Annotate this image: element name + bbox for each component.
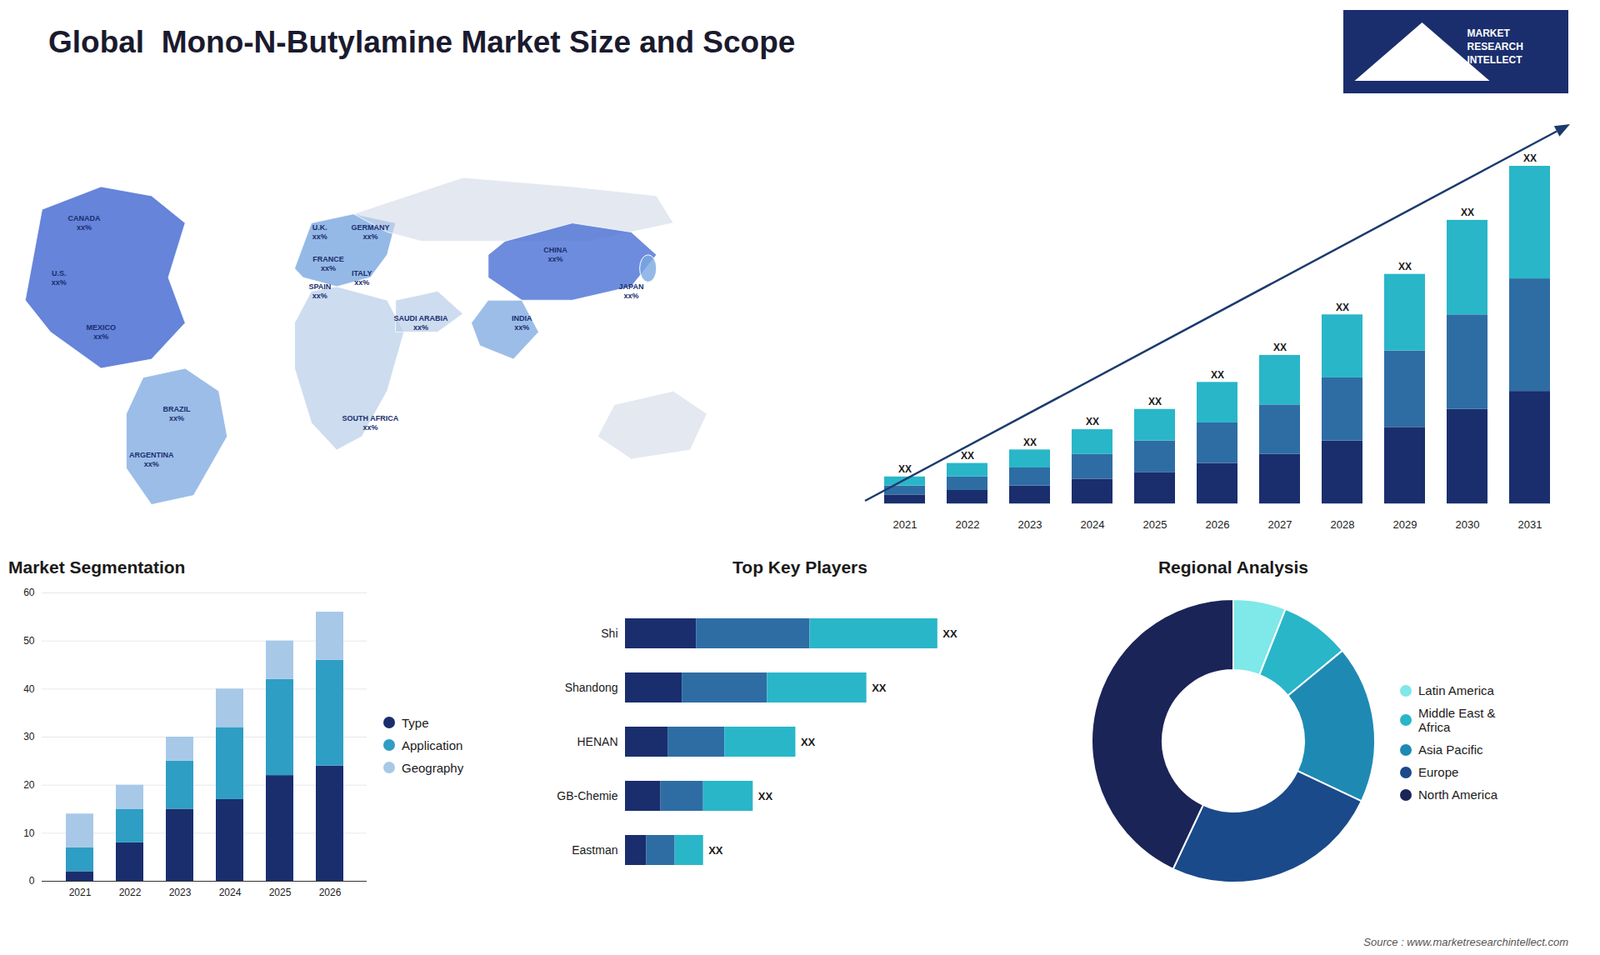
svg-text:Shandong: Shandong xyxy=(565,680,619,695)
svg-text:10: 10 xyxy=(23,827,35,840)
svg-text:MEXICOxx%: MEXICOxx% xyxy=(85,323,116,341)
svg-text:2021: 2021 xyxy=(893,518,918,531)
svg-text:2023: 2023 xyxy=(1018,518,1043,531)
svg-text:2029: 2029 xyxy=(1393,518,1418,531)
svg-text:XX: XX xyxy=(1398,260,1412,273)
svg-text:2026: 2026 xyxy=(319,886,342,899)
html-text:Source : www.marketresearchint: Source : www.marketresearchintellect.com xyxy=(1363,935,1569,949)
svg-text:XX: XX xyxy=(1023,436,1037,449)
svg-text:XX: XX xyxy=(708,844,724,857)
svg-text:CANADAxx%: CANADAxx% xyxy=(68,214,101,232)
svg-text:2024: 2024 xyxy=(1080,518,1105,531)
svg-text:ITALYxx%: ITALYxx% xyxy=(351,269,373,287)
svg-text:30: 30 xyxy=(23,730,35,743)
svg-text:2031: 2031 xyxy=(1518,518,1543,531)
svg-text:Eastman: Eastman xyxy=(571,843,618,857)
svg-text:50: 50 xyxy=(23,635,35,647)
svg-text:MARKETRESEARCHINTELLECT: MARKETRESEARCHINTELLECT xyxy=(1467,27,1524,66)
svg-text:SPAINxx%: SPAINxx% xyxy=(308,282,331,300)
svg-text:Shi: Shi xyxy=(600,626,618,640)
svg-text:SOUTH AFRICAxx%: SOUTH AFRICAxx% xyxy=(342,414,400,432)
svg-text:0: 0 xyxy=(29,875,35,887)
svg-text:2030: 2030 xyxy=(1455,518,1480,531)
svg-text:XX: XX xyxy=(758,790,774,803)
svg-text:2025: 2025 xyxy=(269,886,292,899)
svg-text:2025: 2025 xyxy=(1143,518,1168,531)
svg-text:GB-Chemie: GB-Chemie xyxy=(556,789,618,803)
svg-text:U.K.xx%: U.K.xx% xyxy=(312,223,328,241)
html-text:Top Key Players: Top Key Players xyxy=(732,557,868,577)
svg-text:INDIAxx%: INDIAxx% xyxy=(511,314,533,332)
svg-text:SAUDI ARABIAxx%: SAUDI ARABIAxx% xyxy=(393,314,449,332)
html-text:Geography: Geography xyxy=(401,760,464,775)
svg-text:XX: XX xyxy=(871,681,887,695)
html-text:Europe: Europe xyxy=(1418,765,1459,780)
svg-text:XX: XX xyxy=(898,463,912,475)
svg-text:2022: 2022 xyxy=(955,518,980,531)
svg-text:GERMANYxx%: GERMANYxx% xyxy=(350,223,390,241)
svg-text:2028: 2028 xyxy=(1330,518,1355,531)
svg-text:XX: XX xyxy=(1273,341,1287,354)
svg-text:20: 20 xyxy=(23,779,35,791)
svg-text:XX: XX xyxy=(1210,369,1225,381)
html-text:Asia Pacific: Asia Pacific xyxy=(1418,742,1483,757)
svg-text:2024: 2024 xyxy=(219,886,242,899)
svg-text:2023: 2023 xyxy=(169,886,192,899)
svg-text:XX: XX xyxy=(942,627,958,640)
svg-text:2021: 2021 xyxy=(69,886,92,899)
svg-text:XX: XX xyxy=(1148,395,1162,408)
svg-text:XX: XX xyxy=(1085,415,1100,428)
html-text:Regional Analysis: Regional Analysis xyxy=(1158,557,1309,577)
svg-text:40: 40 xyxy=(23,683,35,695)
svg-text:2026: 2026 xyxy=(1205,518,1230,531)
svg-text:2027: 2027 xyxy=(1268,518,1293,531)
svg-text:XX: XX xyxy=(1460,206,1475,219)
svg-text:FRANCExx%: FRANCExx% xyxy=(312,255,345,273)
svg-text:2022: 2022 xyxy=(119,886,142,899)
svg-text:BRAZILxx%: BRAZILxx% xyxy=(163,405,191,423)
svg-text:60: 60 xyxy=(23,586,35,599)
html-text:Middle East & Africa: Middle East & Africa xyxy=(1418,705,1496,735)
svg-text:XX: XX xyxy=(1523,152,1537,165)
html-text:Application: Application xyxy=(401,737,463,753)
svg-text:XX: XX xyxy=(1335,301,1350,314)
html-text:Market Segmentation: Market Segmentation xyxy=(8,557,186,577)
html-text:Latin America: Latin America xyxy=(1418,683,1495,698)
svg-text:ARGENTINAxx%: ARGENTINAxx% xyxy=(129,450,175,469)
html-text:Type: Type xyxy=(401,715,429,730)
svg-text:HENAN: HENAN xyxy=(576,735,618,749)
svg-text:XX: XX xyxy=(960,450,975,462)
svg-text:U.S.xx%: U.S.xx% xyxy=(51,269,67,287)
svg-text:XX: XX xyxy=(800,735,816,749)
html-text:North America: North America xyxy=(1418,787,1498,802)
svg-text:JAPANxx%: JAPANxx% xyxy=(619,282,645,300)
html-text:Global Mono-N-Butylamine Marke: Global Mono-N-Butylamine Market Size and… xyxy=(48,25,796,60)
svg-text:CHINAxx%: CHINAxx% xyxy=(543,245,568,264)
